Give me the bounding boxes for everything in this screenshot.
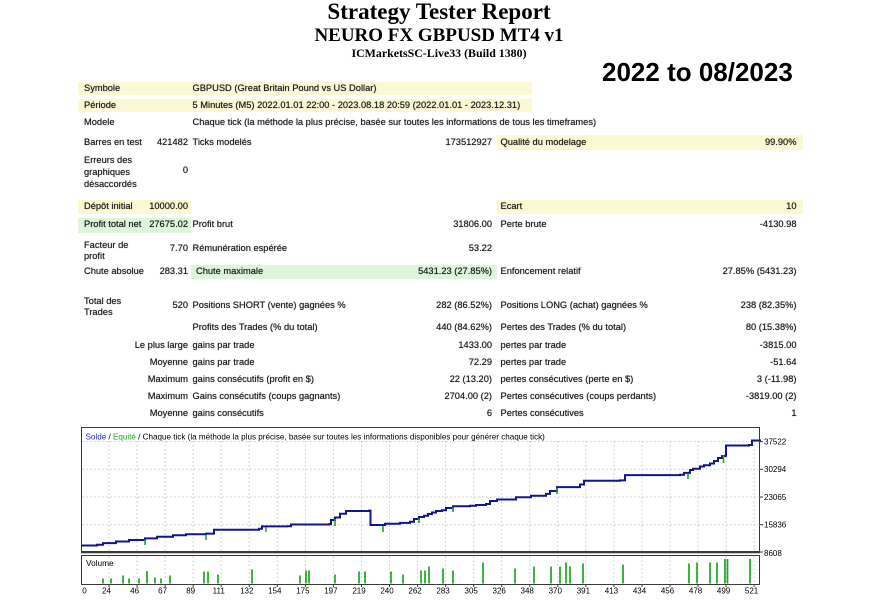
svg-text:521: 521: [745, 587, 759, 596]
svg-text:30294: 30294: [764, 465, 787, 474]
svg-text:370: 370: [549, 587, 563, 596]
svg-text:197: 197: [324, 587, 338, 596]
svg-text:23065: 23065: [764, 493, 787, 502]
svg-text:478: 478: [689, 587, 703, 596]
svg-text:15836: 15836: [764, 521, 787, 530]
svg-text:8608: 8608: [764, 549, 782, 558]
svg-text:283: 283: [436, 587, 450, 596]
svg-text:413: 413: [605, 587, 619, 596]
svg-text:326: 326: [493, 587, 507, 596]
svg-text:175: 175: [296, 587, 310, 596]
svg-text:154: 154: [268, 587, 282, 596]
svg-text:Volume: Volume: [86, 558, 114, 568]
svg-text:37522: 37522: [764, 438, 787, 447]
svg-text:391: 391: [577, 587, 591, 596]
svg-text:499: 499: [717, 587, 731, 596]
svg-text:219: 219: [352, 587, 366, 596]
svg-text:Solde / Equité / Chaque tick (: Solde / Equité / Chaque tick (la méthode…: [86, 433, 546, 442]
svg-text:24: 24: [102, 587, 111, 596]
svg-text:240: 240: [380, 587, 394, 596]
svg-text:262: 262: [408, 587, 422, 596]
svg-text:89: 89: [186, 587, 195, 596]
svg-text:132: 132: [240, 587, 254, 596]
svg-text:111: 111: [213, 587, 226, 596]
svg-text:305: 305: [465, 587, 479, 596]
svg-text:46: 46: [130, 587, 139, 596]
svg-text:456: 456: [661, 587, 675, 596]
svg-text:348: 348: [521, 587, 535, 596]
svg-text:434: 434: [633, 587, 647, 596]
svg-text:0: 0: [82, 587, 87, 596]
svg-text:67: 67: [158, 587, 167, 596]
